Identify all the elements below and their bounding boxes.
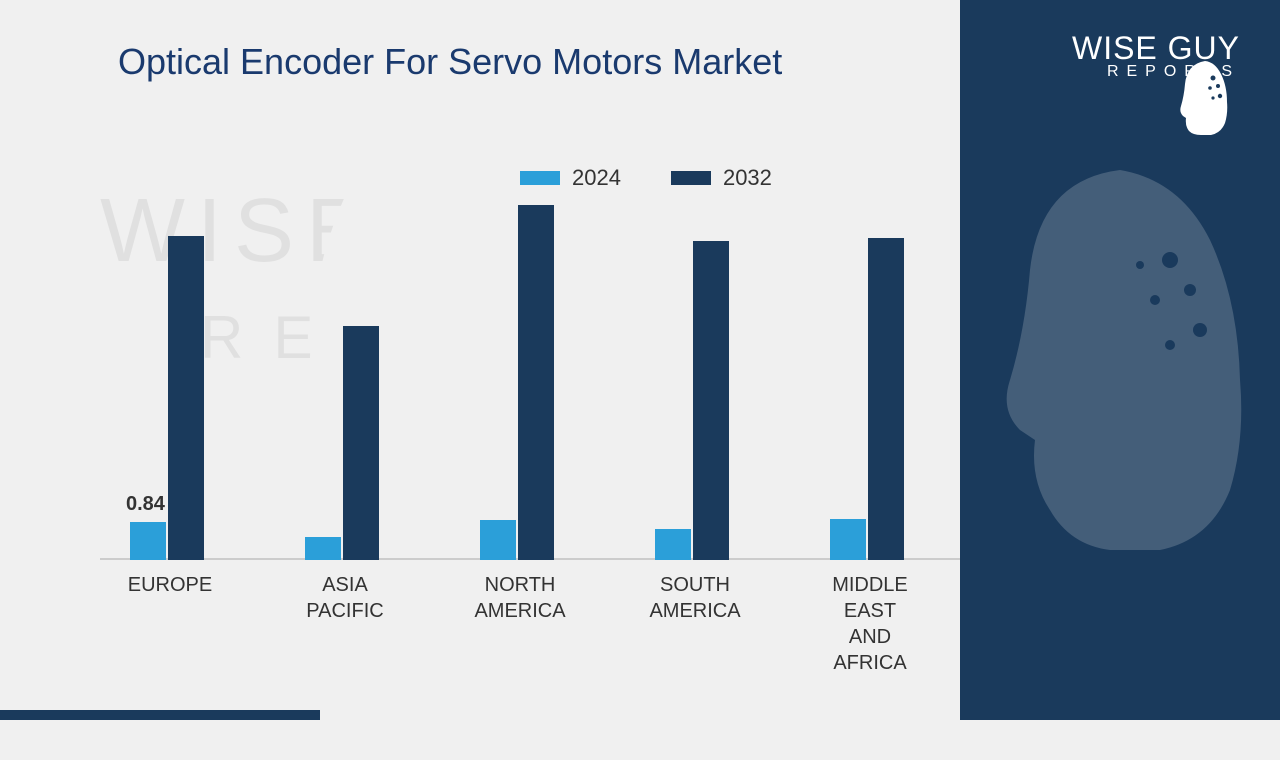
legend: 2024 2032 bbox=[520, 165, 772, 191]
bar-group bbox=[830, 238, 904, 560]
bar-group bbox=[480, 205, 554, 561]
legend-label-2024: 2024 bbox=[572, 165, 621, 191]
bar-group bbox=[305, 326, 379, 560]
bar-2032 bbox=[343, 326, 379, 560]
bar-2032 bbox=[168, 236, 204, 560]
x-axis-label: NORTHAMERICA bbox=[450, 572, 590, 624]
bar-2024 bbox=[305, 537, 341, 560]
bar-group bbox=[655, 241, 729, 561]
bar-2032 bbox=[518, 205, 554, 561]
x-axis-label: SOUTHAMERICA bbox=[625, 572, 765, 624]
legend-item-2024: 2024 bbox=[520, 165, 621, 191]
bar-2024 bbox=[480, 520, 516, 561]
bar-2024 bbox=[130, 522, 166, 560]
x-axis-label: ASIAPACIFIC bbox=[275, 572, 415, 624]
logo: WISE GUY REPORTS bbox=[1072, 30, 1240, 81]
legend-item-2032: 2032 bbox=[671, 165, 772, 191]
legend-swatch-2032 bbox=[671, 171, 711, 185]
legend-label-2032: 2032 bbox=[723, 165, 772, 191]
bottom-accent-bar bbox=[0, 710, 320, 720]
bar-2032 bbox=[693, 241, 729, 561]
x-axis-label: MIDDLEEASTANDAFRICA bbox=[800, 572, 940, 676]
chart-title: Optical Encoder For Servo Motors Market bbox=[118, 40, 782, 83]
head-silhouette-icon bbox=[980, 150, 1260, 570]
x-axis-label: EUROPE bbox=[100, 572, 240, 598]
bar-value-label: 0.84 bbox=[126, 493, 165, 516]
bar-2032 bbox=[868, 238, 904, 560]
logo-head-icon bbox=[1175, 56, 1235, 136]
main-area: WISE GUY REPORTS Optical Encoder For Ser… bbox=[0, 0, 960, 720]
bar-2024 bbox=[655, 529, 691, 561]
legend-swatch-2024 bbox=[520, 171, 560, 185]
chart-plot: 0.84 bbox=[100, 200, 970, 560]
bar-2024 bbox=[830, 519, 866, 560]
